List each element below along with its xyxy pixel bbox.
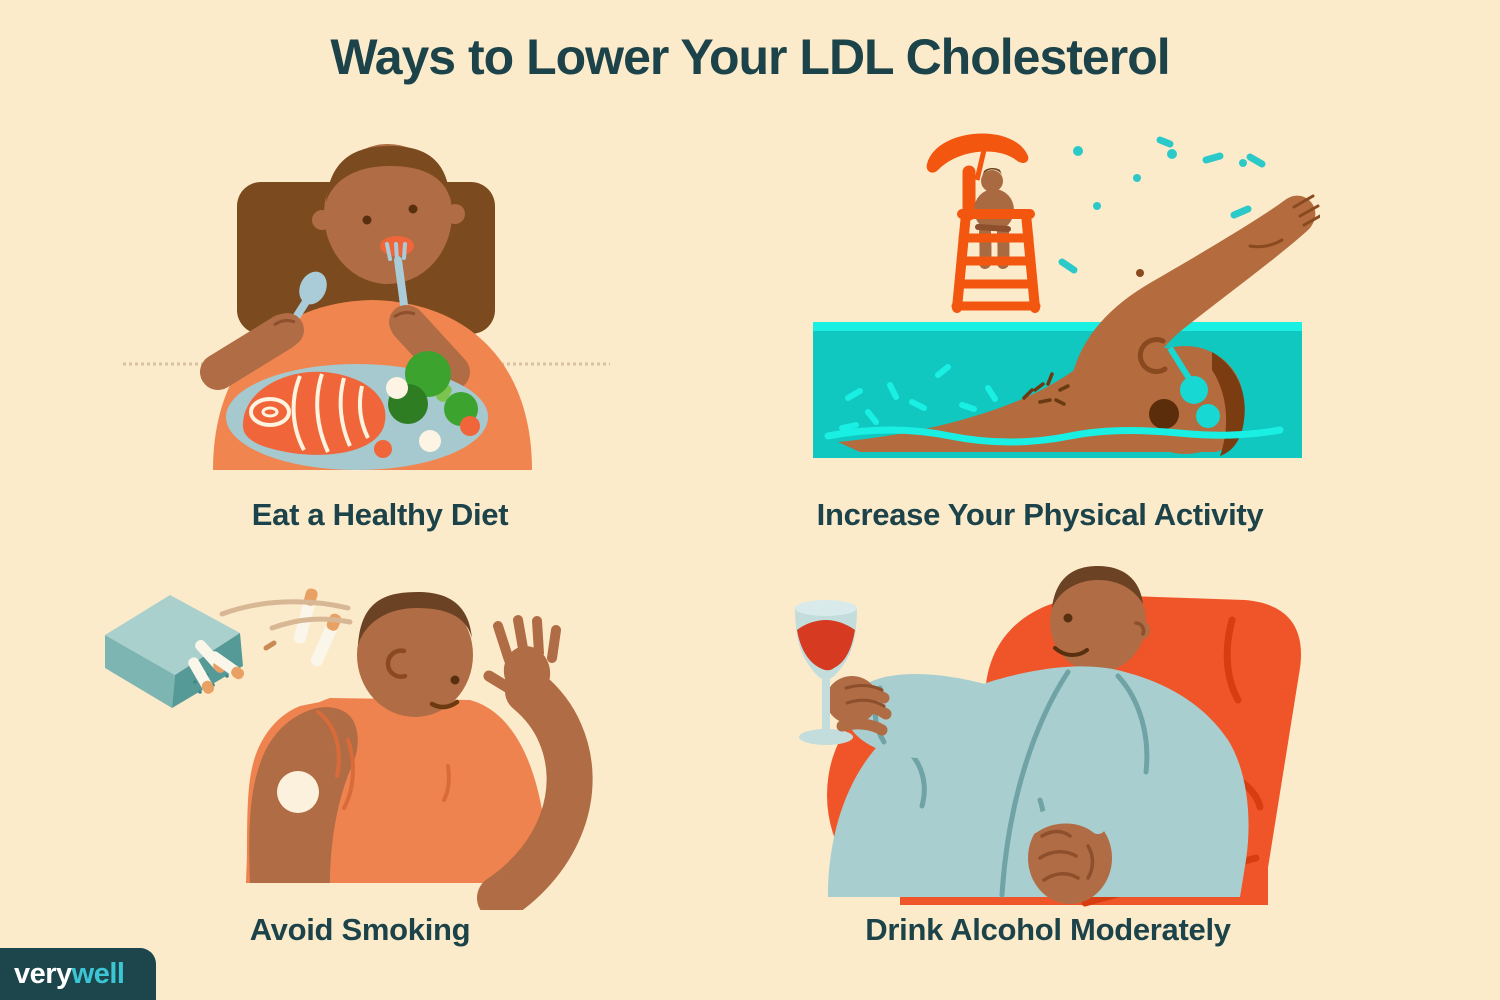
umbrella-icon xyxy=(926,133,1029,173)
mouth xyxy=(429,699,460,710)
healthy-plate xyxy=(226,351,488,470)
goggles-icon xyxy=(1167,346,1220,428)
mouth xyxy=(1149,399,1179,429)
relaxing-person xyxy=(795,566,1249,904)
water-surface-line xyxy=(824,426,1284,446)
caption-avoid-smoking: Avoid Smoking xyxy=(249,912,471,947)
logo-text-primary: very xyxy=(14,958,72,990)
motion-lines xyxy=(219,599,353,631)
verywell-logo: verywell xyxy=(0,948,156,1000)
nicotine-patch xyxy=(277,771,319,813)
mouth xyxy=(1053,646,1089,657)
avoid-smoking-illustration xyxy=(105,588,593,910)
eye xyxy=(450,675,460,685)
lifeguard-tower xyxy=(926,133,1041,313)
swimming-illustration xyxy=(813,133,1320,458)
carrot xyxy=(374,440,392,458)
waving-person xyxy=(246,592,593,910)
logo-text-accent: well xyxy=(71,958,125,990)
caption-physical-activity: Increase Your Physical Activity xyxy=(816,497,1264,532)
page-title: Ways to Lower Your LDL Cholesterol xyxy=(330,29,1170,85)
ear xyxy=(1137,337,1168,375)
ear xyxy=(385,648,408,679)
fingers-on-stem xyxy=(834,685,892,736)
raised-arm xyxy=(477,615,593,910)
salmon-fillet xyxy=(242,371,386,455)
egg xyxy=(419,430,441,452)
armpit-hair xyxy=(1022,372,1070,406)
healthy-diet-illustration xyxy=(123,144,610,470)
flying-cigarette xyxy=(293,588,318,644)
cigarette-pack xyxy=(105,595,245,708)
wine-glass-icon xyxy=(795,600,857,745)
caption-drink-moderately: Drink Alcohol Moderately xyxy=(865,912,1231,947)
egg xyxy=(386,377,408,399)
eye xyxy=(1063,613,1073,623)
swimmer xyxy=(838,194,1320,456)
lap-hand xyxy=(1024,807,1112,904)
carrot xyxy=(460,416,480,436)
swimmer-arm xyxy=(1068,195,1316,411)
cigarettes-in-pack xyxy=(188,639,245,694)
caption-healthy-diet: Eat a Healthy Diet xyxy=(251,497,509,532)
drink-alcohol-illustration xyxy=(795,566,1302,907)
